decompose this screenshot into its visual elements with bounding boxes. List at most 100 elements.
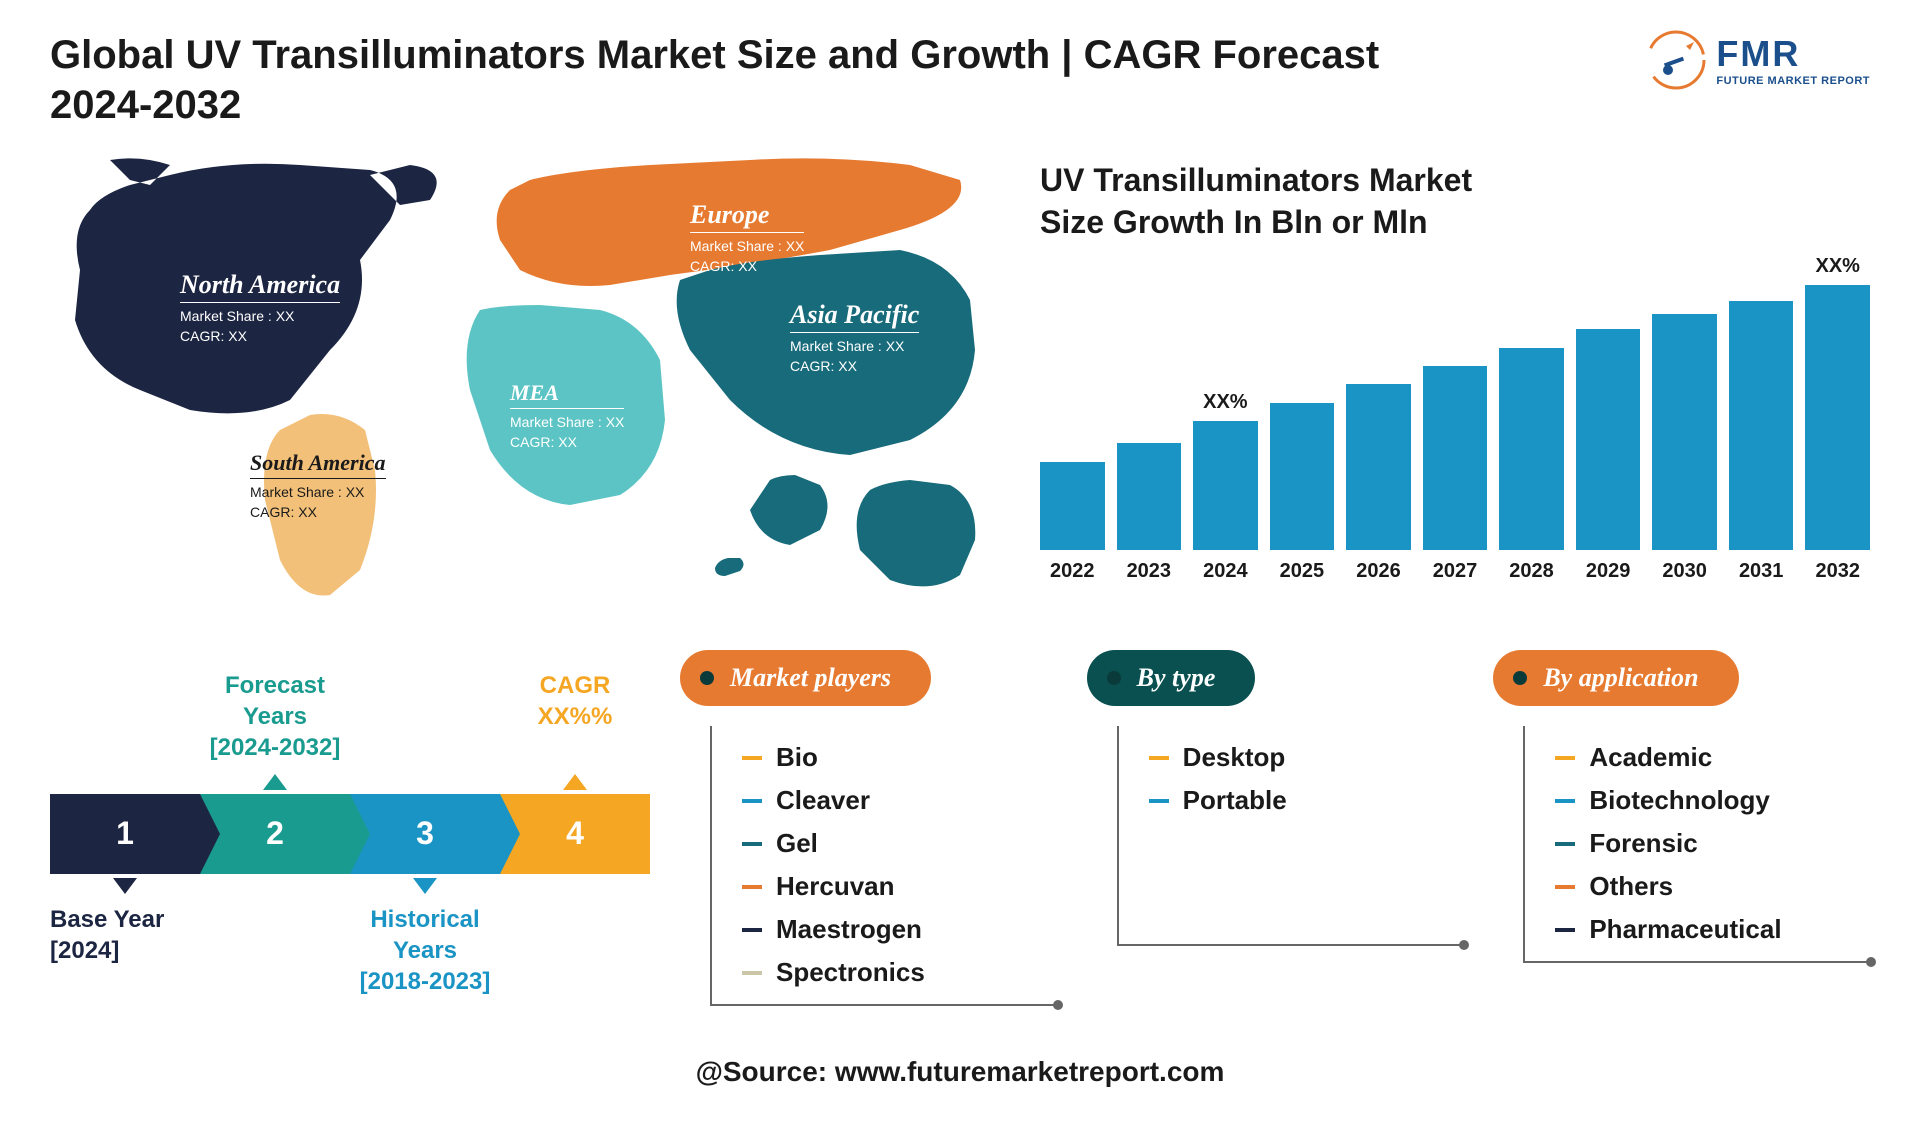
bar-label: 2023 <box>1127 560 1172 583</box>
category-tick-icon <box>1149 799 1169 803</box>
bar-group: 2026 <box>1346 384 1411 583</box>
category-item: Academic <box>1555 736 1870 779</box>
bar <box>1652 314 1717 550</box>
bar-label: 2026 <box>1356 560 1401 583</box>
bar-label: 2025 <box>1280 560 1325 583</box>
category-tick-icon <box>742 885 762 889</box>
bar-group: 2023 <box>1117 443 1182 583</box>
category-tick-icon <box>742 928 762 932</box>
category-tick-icon <box>1555 799 1575 803</box>
dot-icon <box>1107 671 1121 685</box>
bar-group: 2028 <box>1499 348 1564 584</box>
category-header: Market players <box>680 650 931 706</box>
region-label-mea: MEA Market Share : XXCAGR: XX <box>510 380 624 452</box>
bar <box>1499 348 1564 551</box>
bar-label: 2027 <box>1433 560 1478 583</box>
fmr-logo: FMR FUTURE MARKET REPORT <box>1646 30 1870 90</box>
category-item: Forensic <box>1555 822 1870 865</box>
category-block: Market players Bio Cleaver Gel Hercuvan … <box>680 650 1057 1006</box>
category-block: By application Academic Biotechnology Fo… <box>1493 650 1870 1006</box>
region-label-sa: South America Market Share : XXCAGR: XX <box>250 450 386 522</box>
bar-group: 2030 <box>1652 314 1717 583</box>
bar-label: 2031 <box>1739 560 1784 583</box>
historical-label: Historical Years[2018-2023] <box>350 904 500 998</box>
bar <box>1117 443 1182 550</box>
timeline-seg-4: 4 <box>500 794 650 874</box>
bar-group: 2022 <box>1040 462 1105 583</box>
base-year-label: Base Year[2024] <box>50 904 200 998</box>
bar-group: XX% 2024 <box>1193 421 1258 583</box>
category-tick-icon <box>1149 756 1169 760</box>
bar-label: 2030 <box>1662 560 1707 583</box>
category-item: Cleaver <box>742 779 1057 822</box>
cagr-label: CAGRXX%% <box>500 670 650 764</box>
bar <box>1193 421 1258 550</box>
bar-label: 2032 <box>1815 560 1860 583</box>
bar-label: 2028 <box>1509 560 1554 583</box>
bar-group: 2029 <box>1576 329 1641 583</box>
category-tick-icon <box>742 799 762 803</box>
bar-group: XX% 2032 <box>1805 285 1870 583</box>
category-item: Biotechnology <box>1555 779 1870 822</box>
region-label-eu: Europe Market Share : XXCAGR: XX <box>690 200 804 276</box>
category-header: By application <box>1493 650 1738 706</box>
timeline-seg-1: 1 <box>50 794 200 874</box>
bar-label: 2022 <box>1050 560 1095 583</box>
category-item: Hercuvan <box>742 865 1057 908</box>
forecast-label: Forecast Years[2024-2032] <box>200 670 350 764</box>
dot-icon <box>700 671 714 685</box>
bar-group: 2027 <box>1423 366 1488 583</box>
timeline-seg-3: 3 <box>350 794 500 874</box>
category-item: Gel <box>742 822 1057 865</box>
bar <box>1729 301 1794 550</box>
logo-text-main: FMR <box>1716 33 1870 75</box>
timeline-seg-2: 2 <box>200 794 350 874</box>
category-tick-icon <box>1555 756 1575 760</box>
bar-group: 2031 <box>1729 301 1794 583</box>
category-tick-icon <box>1555 885 1575 889</box>
bar <box>1270 403 1335 550</box>
logo-icon <box>1646 30 1706 90</box>
category-item: Spectronics <box>742 951 1057 994</box>
bar-label: 2024 <box>1203 560 1248 583</box>
category-list: Bio Cleaver Gel Hercuvan Maestrogen Spec… <box>710 726 1057 1006</box>
world-map: North America Market Share : XXCAGR: XX S… <box>50 150 1000 610</box>
category-header: By type <box>1087 650 1256 706</box>
category-tick-icon <box>1555 842 1575 846</box>
category-item: Pharmaceutical <box>1555 908 1870 951</box>
category-list: Desktop Portable <box>1117 726 1464 946</box>
category-tick-icon <box>742 756 762 760</box>
region-label-ap: Asia Pacific Market Share : XXCAGR: XX <box>790 300 919 376</box>
arrow-up-icon <box>263 774 287 790</box>
category-tick-icon <box>1555 928 1575 932</box>
timeline-block: Forecast Years[2024-2032] CAGRXX%% 1 2 3… <box>50 650 650 997</box>
bar <box>1805 285 1870 550</box>
category-item: Desktop <box>1149 736 1464 779</box>
bar-chart: UV Transilluminators Market Size Growth … <box>1040 150 1870 610</box>
category-block: By type Desktop Portable <box>1087 650 1464 1006</box>
bar-annotation: XX% <box>1203 391 1247 414</box>
bar <box>1346 384 1411 550</box>
chart-title: UV Transilluminators Market Size Growth … <box>1040 160 1540 243</box>
arrow-down-icon <box>413 878 437 894</box>
dot-icon <box>1513 671 1527 685</box>
timeline-bar: 1 2 3 4 <box>50 794 650 874</box>
category-list: Academic Biotechnology Forensic Others P… <box>1523 726 1870 963</box>
bar-annotation: XX% <box>1816 255 1860 278</box>
arrow-up-icon <box>563 774 587 790</box>
category-tick-icon <box>742 842 762 846</box>
bar <box>1423 366 1488 550</box>
logo-text-sub: FUTURE MARKET REPORT <box>1716 75 1870 87</box>
bar <box>1576 329 1641 550</box>
category-item: Portable <box>1149 779 1464 822</box>
category-item: Maestrogen <box>742 908 1057 951</box>
category-tick-icon <box>742 971 762 975</box>
bar-label: 2029 <box>1586 560 1631 583</box>
arrow-down-icon <box>113 878 137 894</box>
source-attribution: @Source: www.futuremarketreport.com <box>50 1056 1870 1088</box>
bar <box>1040 462 1105 550</box>
region-label-na: North America Market Share : XXCAGR: XX <box>180 270 340 346</box>
page-title: Global UV Transilluminators Market Size … <box>50 30 1450 130</box>
category-item: Bio <box>742 736 1057 779</box>
bar-group: 2025 <box>1270 403 1335 583</box>
